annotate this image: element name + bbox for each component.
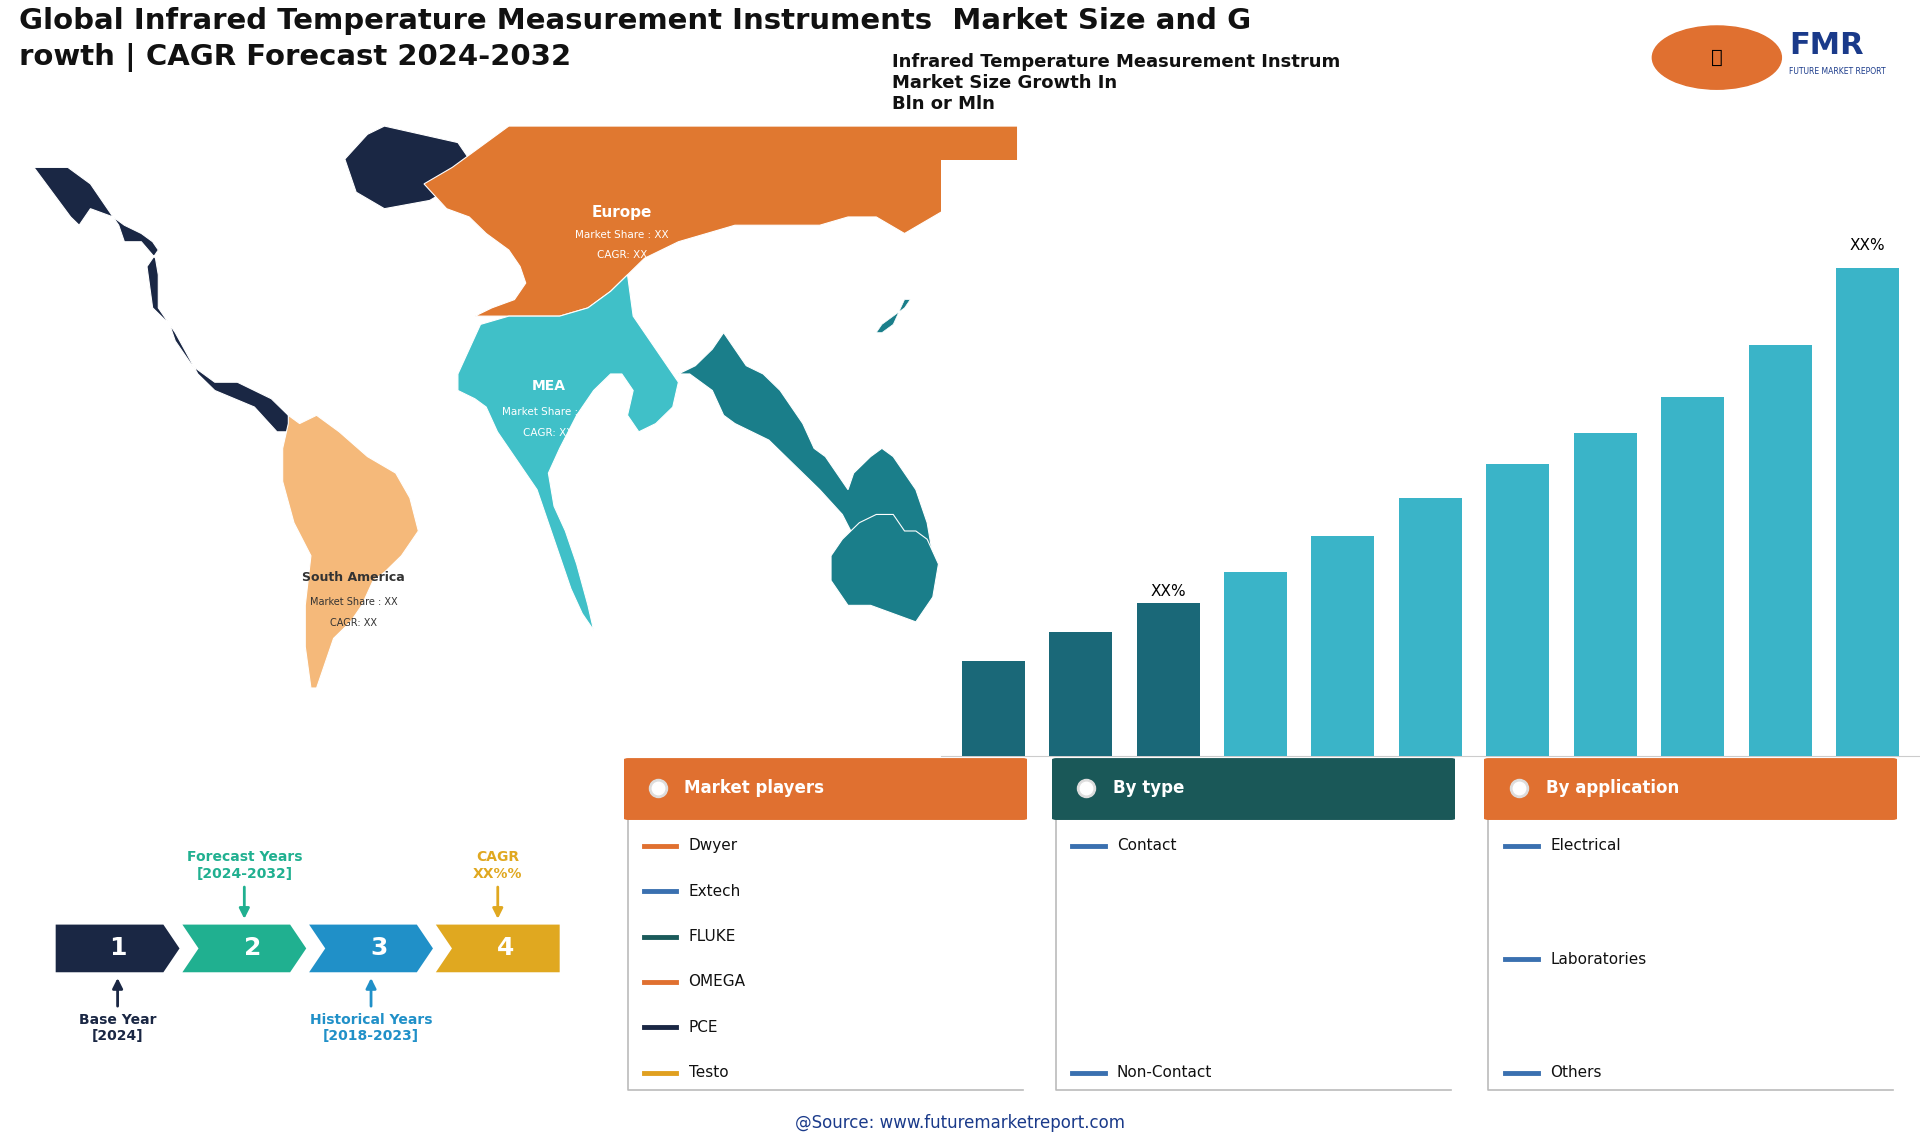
- Text: Market Share : XX: Market Share : XX: [309, 597, 397, 607]
- Text: CAGR: XX: CAGR: XX: [522, 427, 574, 438]
- Polygon shape: [182, 925, 305, 972]
- Text: FMR: FMR: [1789, 31, 1864, 61]
- Bar: [1486, 464, 1549, 756]
- Polygon shape: [56, 925, 179, 972]
- Polygon shape: [346, 126, 468, 209]
- Text: @Source: www.futuremarketreport.com: @Source: www.futuremarketreport.com: [795, 1114, 1125, 1132]
- Text: Market players: Market players: [684, 779, 824, 796]
- Text: Europe: Europe: [591, 205, 653, 220]
- Polygon shape: [35, 167, 294, 432]
- Text: Laboratories: Laboratories: [1549, 951, 1647, 967]
- Text: 4: 4: [497, 936, 515, 960]
- Text: OMEGA: OMEGA: [689, 974, 745, 989]
- Text: South America: South America: [301, 571, 405, 583]
- Text: PCE: PCE: [689, 1020, 718, 1035]
- Text: 1: 1: [109, 936, 127, 960]
- Bar: [1661, 398, 1724, 756]
- Text: Dwyer: Dwyer: [689, 838, 737, 854]
- Text: FUTURE MARKET REPORT: FUTURE MARKET REPORT: [1789, 66, 1885, 76]
- Bar: [1574, 433, 1636, 756]
- Text: MEA: MEA: [532, 379, 564, 393]
- Polygon shape: [983, 605, 1000, 630]
- Polygon shape: [678, 332, 933, 613]
- Circle shape: [1653, 26, 1782, 89]
- Text: Base Year
[2024]: Base Year [2024]: [79, 1013, 156, 1043]
- Polygon shape: [282, 415, 419, 688]
- Polygon shape: [459, 275, 678, 630]
- Text: Electrical: Electrical: [1549, 838, 1620, 854]
- Text: Global Infrared Temperature Measurement Instruments  Market Size and G
rowth | C: Global Infrared Temperature Measurement …: [19, 7, 1252, 71]
- Text: CAGR: XX: CAGR: XX: [789, 386, 839, 397]
- Text: Market Share : XX: Market Share : XX: [501, 407, 595, 417]
- Bar: [1225, 572, 1286, 756]
- Text: By type: By type: [1114, 779, 1185, 796]
- Bar: [1311, 536, 1375, 756]
- Text: Market Share : XX: Market Share : XX: [576, 229, 668, 240]
- Text: Infrared Temperature Measurement Instrum
Market Size Growth In
Bln or Mln: Infrared Temperature Measurement Instrum…: [891, 53, 1340, 112]
- Text: 3: 3: [371, 936, 388, 960]
- FancyBboxPatch shape: [622, 759, 1029, 821]
- Text: 2: 2: [244, 936, 261, 960]
- Polygon shape: [309, 925, 432, 972]
- Text: ✦: ✦: [843, 787, 854, 801]
- Text: By application: By application: [1546, 779, 1680, 796]
- Polygon shape: [424, 126, 1018, 316]
- Text: 🔭: 🔭: [1711, 48, 1722, 68]
- Text: XX%: XX%: [1150, 583, 1187, 598]
- Text: North
America: North America: [177, 250, 248, 283]
- Text: Non-Contact: Non-Contact: [1117, 1065, 1212, 1081]
- Text: CAGR: XX: CAGR: XX: [186, 316, 238, 327]
- FancyBboxPatch shape: [1050, 759, 1457, 821]
- Bar: [962, 660, 1025, 756]
- Polygon shape: [876, 299, 910, 332]
- Bar: [1749, 345, 1812, 756]
- Bar: [1137, 603, 1200, 756]
- Text: Market Share : XX: Market Share : XX: [768, 366, 860, 376]
- Text: Others: Others: [1549, 1065, 1601, 1081]
- Text: Market Share : XX: Market Share : XX: [165, 296, 259, 306]
- Text: Historical Years
[2018-2023]: Historical Years [2018-2023]: [309, 1013, 432, 1043]
- Polygon shape: [831, 515, 939, 622]
- Text: Testo: Testo: [689, 1065, 728, 1081]
- Text: Extech: Extech: [689, 884, 741, 898]
- Text: CAGR: XX: CAGR: XX: [597, 250, 647, 260]
- Text: Forecast Years
[2024-2032]: Forecast Years [2024-2032]: [186, 850, 301, 880]
- FancyBboxPatch shape: [1482, 759, 1899, 821]
- Text: Contact: Contact: [1117, 838, 1177, 854]
- Text: CAGR
XX%%: CAGR XX%%: [472, 850, 522, 880]
- Bar: [1400, 497, 1461, 756]
- Bar: [1048, 631, 1112, 756]
- Text: FLUKE: FLUKE: [689, 929, 735, 944]
- Polygon shape: [436, 925, 561, 972]
- Bar: [1836, 268, 1899, 756]
- Text: Asia Pacific: Asia Pacific: [770, 338, 858, 352]
- Text: XX%: XX%: [1849, 238, 1885, 253]
- Text: CAGR: XX: CAGR: XX: [330, 618, 376, 628]
